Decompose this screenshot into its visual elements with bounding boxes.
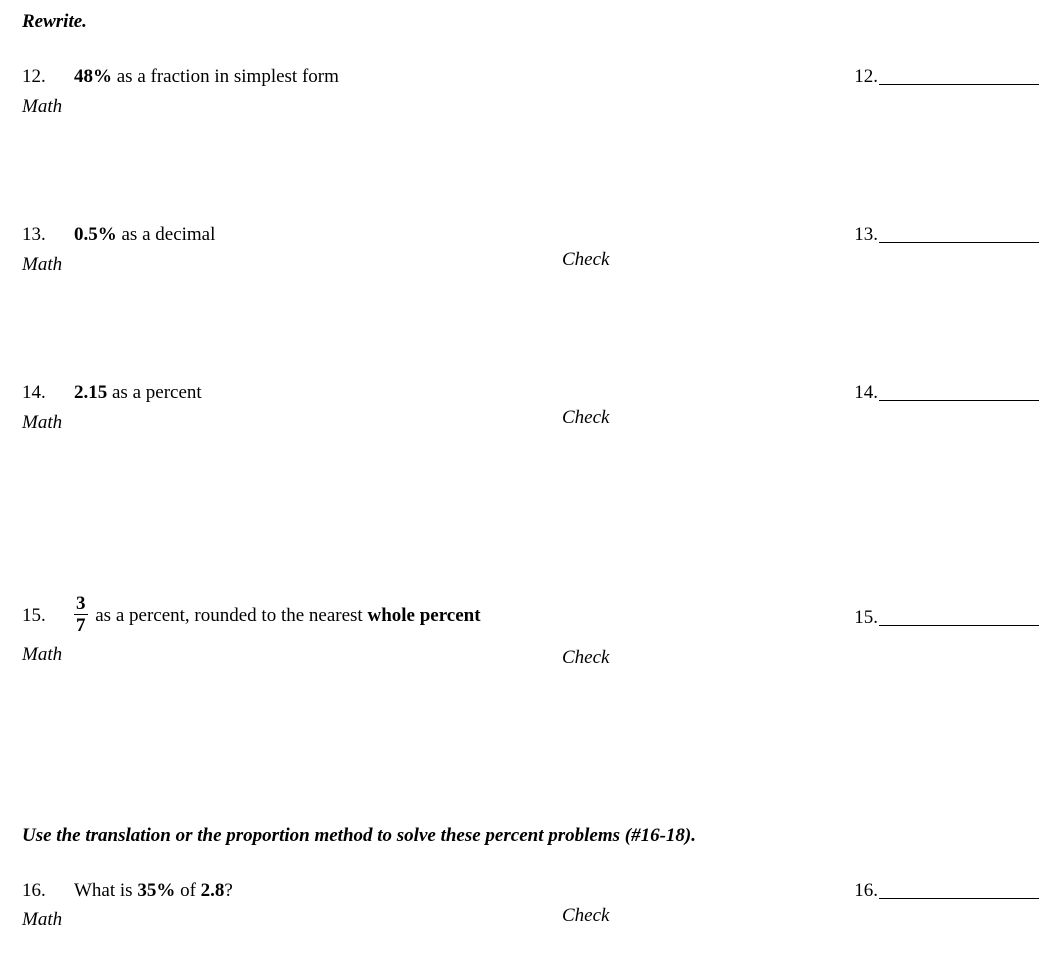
fraction-3-over-7: 37	[74, 594, 88, 635]
problem-15-answer-number: 15.	[854, 606, 878, 630]
math-label: Math	[22, 411, 1039, 435]
problem-12-answer: 12.	[854, 62, 1039, 89]
problem-16-bold1: 35%	[137, 880, 175, 901]
problem-13: 13. 0.5% as a decimal 13. Math Check	[22, 220, 1039, 350]
problem-16-mid: of	[175, 880, 200, 901]
problem-12-number: 12.	[22, 65, 74, 89]
answer-blank[interactable]	[879, 879, 1039, 899]
problem-15-mid: as a percent, rounded to the nearest	[91, 605, 368, 626]
problem-12-answer-number: 12.	[854, 65, 878, 89]
problem-13-prompt-row: 13. 0.5% as a decimal 13.	[22, 220, 1039, 247]
problem-15-answer: 15.	[854, 603, 1039, 630]
problem-12: 12. 48% as a fraction in simplest form 1…	[22, 62, 1039, 192]
problem-15-prompt: 37 as a percent, rounded to the nearest …	[74, 596, 834, 637]
problem-14-number: 14.	[22, 381, 74, 405]
problem-15-bold-tail: whole percent	[367, 605, 480, 626]
check-label: Check	[562, 248, 609, 272]
fraction-denominator: 7	[74, 615, 88, 635]
problem-16-bold2: 2.8	[201, 880, 225, 901]
problem-15-prompt-row: 15. 37 as a percent, rounded to the near…	[22, 596, 1039, 637]
answer-blank[interactable]	[879, 606, 1039, 626]
answer-blank[interactable]	[879, 381, 1039, 401]
problem-13-answer-number: 13.	[854, 223, 878, 247]
problem-16-answer: 16.	[854, 876, 1039, 903]
problem-12-prompt: 48% as a fraction in simplest form	[74, 65, 834, 89]
problem-13-rest: as a decimal	[117, 224, 216, 245]
problem-16-tail: ?	[224, 880, 232, 901]
problem-15-number: 15.	[22, 604, 74, 628]
answer-blank[interactable]	[879, 223, 1039, 243]
section-heading-percent: Use the translation or the proportion me…	[22, 824, 1039, 848]
problem-12-bold: 48%	[74, 66, 112, 87]
problem-14-answer-number: 14.	[854, 381, 878, 405]
problem-16-pre: What is	[74, 880, 137, 901]
problem-14-answer: 14.	[854, 378, 1039, 405]
problem-13-number: 13.	[22, 223, 74, 247]
section-heading-rewrite: Rewrite.	[22, 10, 1039, 34]
problem-13-prompt: 0.5% as a decimal	[74, 223, 834, 247]
problem-16-prompt-row: 16. What is 35% of 2.8? 16.	[22, 876, 1039, 903]
problem-16-number: 16.	[22, 879, 74, 903]
problem-14-bold: 2.15	[74, 382, 107, 403]
fraction-numerator: 3	[74, 594, 88, 615]
problem-13-answer: 13.	[854, 220, 1039, 247]
problem-14: 14. 2.15 as a percent 14. Math Check	[22, 378, 1039, 568]
problem-16-prompt: What is 35% of 2.8?	[74, 879, 834, 903]
check-label: Check	[562, 646, 609, 670]
math-label: Math	[22, 253, 1039, 277]
math-label: Math	[22, 95, 1039, 119]
problem-12-prompt-row: 12. 48% as a fraction in simplest form 1…	[22, 62, 1039, 89]
check-label: Check	[562, 406, 609, 430]
math-label: Math	[22, 643, 1039, 667]
problem-14-rest: as a percent	[107, 382, 201, 403]
problem-12-rest: as a fraction in simplest form	[112, 66, 339, 87]
problem-14-prompt: 2.15 as a percent	[74, 381, 834, 405]
check-label: Check	[562, 904, 609, 928]
problem-13-bold: 0.5%	[74, 224, 117, 245]
problem-15: 15. 37 as a percent, rounded to the near…	[22, 596, 1039, 796]
math-label: Math	[22, 908, 1039, 932]
problem-16: 16. What is 35% of 2.8? 16. Math Check	[22, 876, 1039, 936]
problem-16-answer-number: 16.	[854, 879, 878, 903]
answer-blank[interactable]	[879, 65, 1039, 85]
problem-14-prompt-row: 14. 2.15 as a percent 14.	[22, 378, 1039, 405]
